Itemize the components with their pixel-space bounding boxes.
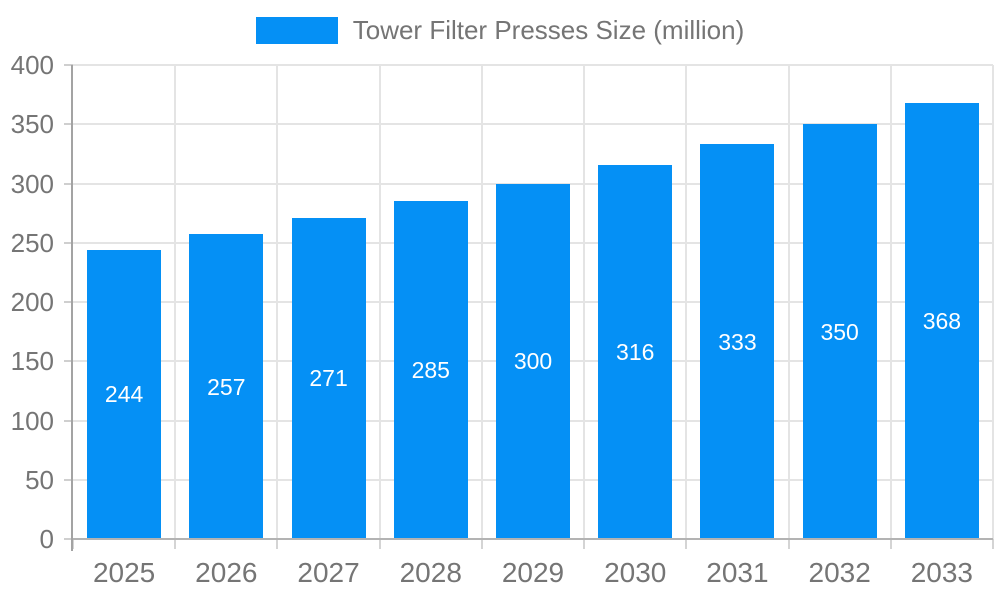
bar[interactable] <box>598 164 673 539</box>
legend-swatch <box>255 17 338 44</box>
x-axis-tick-label: 2033 <box>910 557 974 588</box>
bar-value-label: 257 <box>207 373 246 400</box>
x-tick <box>787 539 790 549</box>
bar-value-label: 285 <box>411 357 450 384</box>
legend-label: Tower Filter Presses Size (million) <box>352 15 745 45</box>
bar-value-label: 333 <box>718 328 757 355</box>
y-axis-line <box>71 65 73 551</box>
y-tick <box>64 182 73 185</box>
x-tick <box>992 539 994 549</box>
y-tick <box>64 419 73 422</box>
bar-value-label: 316 <box>616 338 655 365</box>
y-gridline <box>73 123 993 126</box>
x-axis-tick-label: 2032 <box>808 557 871 588</box>
y-tick <box>64 478 73 481</box>
bar-value-label: 368 <box>922 307 962 334</box>
x-gridline <box>787 65 790 539</box>
bar[interactable] <box>87 249 162 539</box>
x-gridline <box>174 65 177 539</box>
bar[interactable] <box>393 201 468 539</box>
x-tick <box>72 539 74 549</box>
bar-value-label: 244 <box>104 381 144 408</box>
y-axis-tick-label: 50 <box>25 464 54 495</box>
y-axis-tick-label: 200 <box>10 287 54 317</box>
x-tick <box>889 539 892 549</box>
x-axis-tick-label: 2027 <box>297 557 360 588</box>
x-axis-tick-label: 2031 <box>706 557 769 588</box>
x-axis-tick-label: 2026 <box>195 557 258 588</box>
y-axis-tick-label: 100 <box>10 405 54 436</box>
y-gridline <box>73 64 993 66</box>
x-gridline <box>889 65 892 539</box>
x-tick <box>378 539 381 549</box>
legend[interactable]: Tower Filter Presses Size (million) <box>0 15 1000 46</box>
bar[interactable] <box>904 102 979 539</box>
bar[interactable] <box>802 124 877 539</box>
x-gridline <box>276 65 279 539</box>
y-axis-tick-label: 400 <box>10 50 54 80</box>
x-gridline <box>378 65 381 539</box>
y-axis-tick-label: 0 <box>39 524 54 554</box>
y-tick <box>64 64 73 66</box>
y-tick <box>64 360 73 363</box>
bar-value-label: 350 <box>820 318 859 345</box>
x-tick <box>174 539 177 549</box>
y-axis-tick-label: 250 <box>10 227 54 258</box>
y-tick <box>64 123 73 126</box>
x-tick <box>685 539 688 549</box>
bar[interactable] <box>496 183 570 539</box>
x-gridline <box>992 65 994 539</box>
y-tick <box>64 301 73 303</box>
x-axis-tick-label: 2030 <box>604 557 667 588</box>
y-axis-tick-label: 150 <box>10 346 54 377</box>
bar-value-label: 271 <box>309 365 348 392</box>
y-tick <box>64 538 73 540</box>
bar[interactable] <box>291 217 366 539</box>
x-tick <box>276 539 279 549</box>
x-gridline <box>685 65 688 539</box>
x-tick <box>583 539 586 549</box>
bar-value-label: 300 <box>513 348 553 375</box>
bar[interactable] <box>700 144 775 539</box>
x-gridline <box>480 65 483 539</box>
x-axis-tick-label: 2028 <box>399 557 462 588</box>
y-axis-tick-label: 300 <box>10 168 54 199</box>
bar[interactable] <box>189 234 264 539</box>
x-axis-tick-label: 2025 <box>92 557 156 588</box>
x-axis-tick-label: 2029 <box>501 557 565 588</box>
x-axis-line <box>73 538 993 540</box>
y-axis-tick-label: 350 <box>10 109 54 140</box>
y-tick <box>64 241 73 244</box>
x-tick <box>480 539 483 549</box>
x-gridline <box>583 65 586 539</box>
